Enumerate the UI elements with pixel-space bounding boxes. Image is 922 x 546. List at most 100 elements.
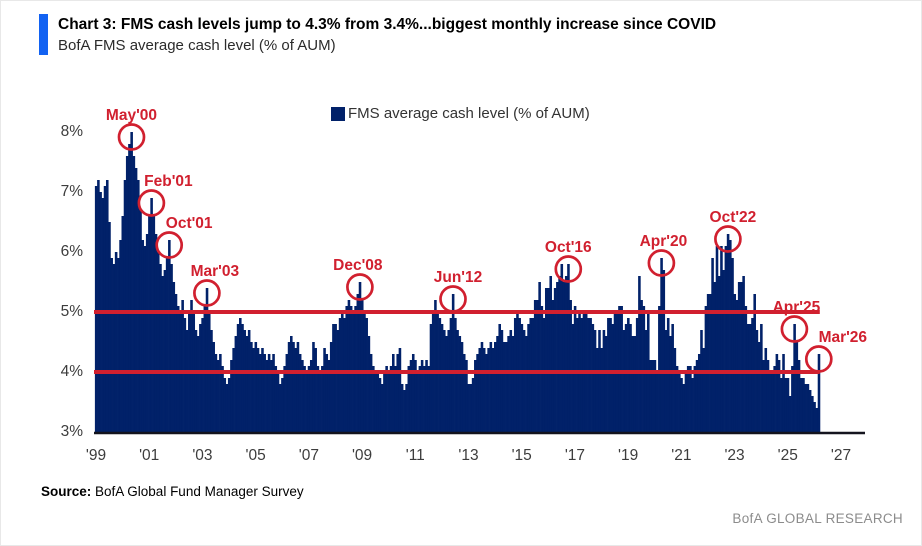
y-axis-label-6: 6% [60, 243, 83, 260]
cash-level-bar [607, 318, 610, 432]
cash-level-bar [465, 360, 468, 432]
cash-level-bar [653, 360, 657, 432]
cash-level-bar [165, 258, 169, 432]
cash-level-bar [119, 240, 122, 432]
cash-level-bar [489, 342, 493, 432]
cash-level-bar [737, 282, 741, 432]
cash-level-bar [183, 318, 187, 432]
cash-level-bar [462, 354, 466, 432]
cash-level-bar [595, 348, 599, 432]
cash-level-bar [443, 330, 446, 432]
x-axis-label-21: '21 [671, 447, 692, 464]
cash-level-bar [478, 348, 482, 432]
cash-level-bar [261, 348, 264, 432]
cash-level-bar [123, 180, 127, 432]
cash-level-bar [114, 252, 118, 432]
cash-level-bar [168, 240, 171, 432]
cash-level-bar [536, 300, 539, 432]
cash-level-bar [786, 378, 790, 432]
cash-level-bar [163, 270, 167, 432]
cash-level-bar [130, 132, 133, 432]
cash-level-bar [509, 330, 513, 432]
cash-level-bar [258, 354, 262, 432]
cash-level-bar [682, 384, 686, 432]
cash-level-bar [618, 306, 621, 432]
cash-level-bar [782, 354, 785, 432]
cash-level-bar [241, 324, 244, 432]
cash-level-bar [531, 318, 535, 432]
cash-level-bar [580, 318, 584, 432]
cash-level-bar [735, 300, 739, 432]
cash-level-bar [447, 330, 450, 432]
cash-level-bar [751, 318, 754, 432]
cash-level-bar [139, 210, 142, 432]
legend-marker-square [331, 106, 345, 121]
cash-level-bar [795, 342, 799, 432]
cash-level-bar [624, 324, 628, 432]
cash-level-bar [387, 372, 391, 432]
cash-level-bar [354, 306, 357, 432]
cash-level-bar [105, 180, 109, 432]
cash-level-bar [799, 378, 803, 432]
cash-level-bar [199, 324, 202, 432]
cash-level-bar [239, 318, 242, 432]
x-axis-label-13: '13 [458, 447, 479, 464]
cash-level-bar [811, 396, 814, 432]
cash-level-bar [327, 360, 331, 432]
cash-level-bar [303, 366, 306, 432]
cash-level-bar [500, 330, 504, 432]
cash-level-bar [620, 306, 623, 432]
cash-level-bar [671, 324, 674, 432]
cash-level-bar [345, 306, 349, 432]
cash-level-bar [156, 252, 160, 432]
cash-level-bar [416, 372, 419, 432]
cash-level-bar [409, 360, 413, 432]
cash-level-bar [571, 324, 575, 432]
cash-level-bar [562, 282, 566, 432]
cash-level-bar [706, 294, 710, 432]
cash-level-bar [145, 234, 149, 432]
annotation-circle-apr25 [780, 315, 809, 343]
cash-level-bar [691, 378, 694, 432]
cash-level-bar [196, 336, 200, 432]
cash-level-bar [425, 360, 428, 432]
cash-level-bar [185, 330, 189, 432]
annotation-label-apr25: Apr'25 [772, 298, 821, 316]
cash-level-bar [773, 366, 776, 432]
cash-level-bar [593, 330, 597, 432]
cash-level-bar [777, 360, 781, 432]
cash-level-bar [287, 342, 291, 432]
cash-level-bar [329, 342, 333, 432]
y-axis-label-4: 4% [60, 363, 83, 380]
cash-level-bar [358, 282, 362, 432]
cash-level-bar [143, 246, 147, 432]
cash-level-bar [360, 300, 364, 432]
annotation-circle-jun12 [439, 285, 467, 313]
cash-level-bar [292, 342, 295, 432]
cash-level-bar [720, 246, 723, 432]
cash-level-bar [205, 288, 209, 432]
cash-level-bar [400, 384, 404, 432]
cash-level-bar [598, 330, 601, 432]
cash-level-bar [573, 306, 577, 432]
cash-level-bar [230, 360, 233, 432]
cash-level-bar [411, 354, 415, 432]
cash-level-bar [600, 348, 603, 432]
cash-level-bar [471, 378, 475, 432]
cash-level-bar [791, 366, 794, 432]
x-axis-label-99: '99 [85, 447, 107, 464]
source-text: BofA Global Fund Manager Survey [91, 484, 304, 499]
annotation-circle-feb01 [137, 189, 166, 217]
cash-level-bar [154, 234, 158, 432]
cash-level-bar [219, 354, 222, 432]
cash-level-bar [440, 324, 444, 432]
cash-level-bar [265, 360, 269, 432]
cash-level-bar [538, 282, 541, 432]
x-axis-label-27: '27 [830, 447, 852, 464]
cash-level-bar [487, 348, 490, 432]
cash-level-bar [806, 384, 810, 432]
cash-level-bar [414, 360, 417, 432]
cash-level-bar [234, 336, 238, 432]
cash-level-bar [700, 330, 703, 432]
